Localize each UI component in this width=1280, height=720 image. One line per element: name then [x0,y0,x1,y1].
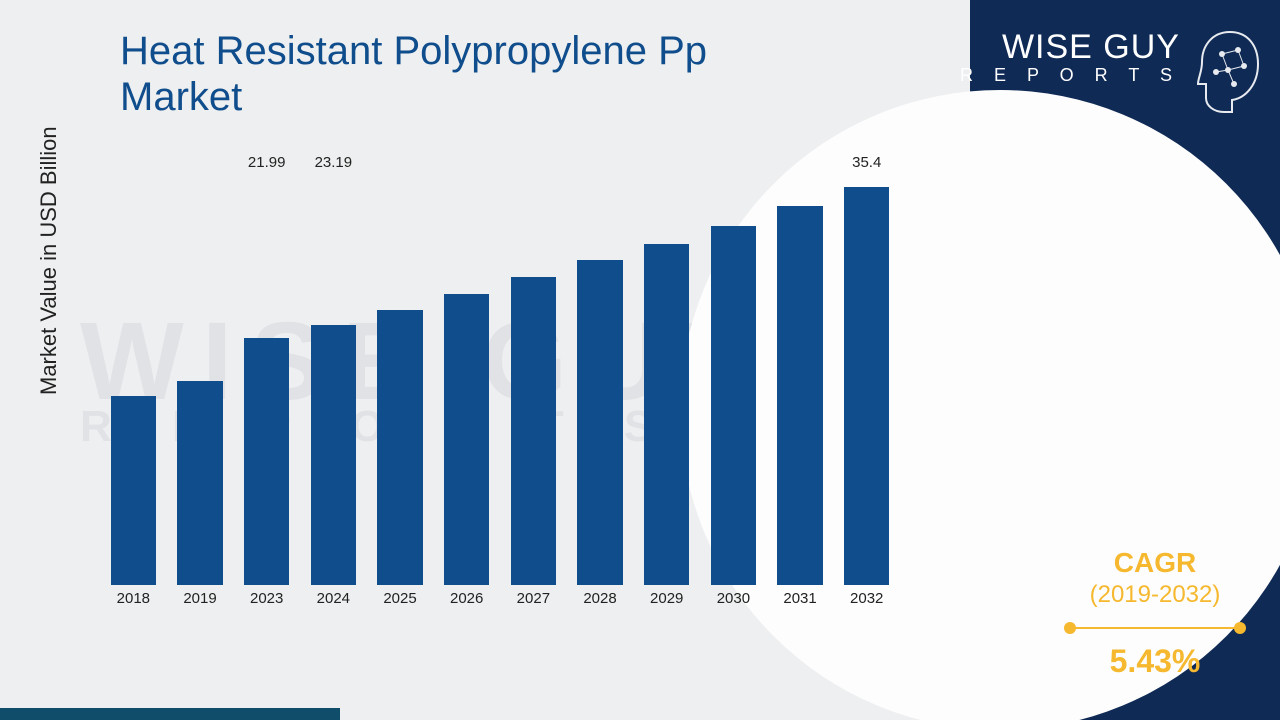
bar-data-label: 23.19 [315,154,353,171]
bar [377,310,422,585]
x-tick-label: 2032 [833,590,900,607]
bar-chart: 21.9923.19 35.4 [100,175,900,585]
bar-column [633,175,700,585]
brand-logo: WISE GUY R E P O R T S [960,28,1180,86]
bar-column [567,175,634,585]
bar-column: 21.99 [233,175,300,585]
x-tick-label: 2019 [167,590,234,607]
bar-column [767,175,834,585]
bar-column [500,175,567,585]
x-tick-label: 2027 [500,590,567,607]
x-tick-label: 2031 [767,590,834,607]
footer-accent-bar [0,708,340,720]
bar-column [167,175,234,585]
chart-title: Heat Resistant Polypropylene Pp Market [120,28,840,120]
x-tick-label: 2026 [433,590,500,607]
bar [444,294,489,585]
bar-data-label: 35.4 [852,154,881,171]
x-tick-label: 2018 [100,590,167,607]
bar [777,206,822,585]
bar-data-label: 21.99 [248,154,286,171]
x-tick-label: 2029 [633,590,700,607]
brand-line2: R E P O R T S [960,65,1180,86]
bar [644,244,689,585]
cagr-label: CAGR [1030,547,1280,579]
brand-line1: WISE GUY [960,28,1180,67]
head-icon [1194,28,1266,116]
x-tick-label: 2025 [367,590,434,607]
bar-column [433,175,500,585]
bar [844,187,889,585]
cagr-period: (2019-2032) [1030,581,1280,609]
cagr-value: 5.43% [1030,643,1280,680]
infographic-canvas: WISE GUY R E P O R T S Heat Resistant Po… [0,0,1280,720]
x-tick-label: 2023 [233,590,300,607]
bar [177,381,222,585]
bar [511,277,556,585]
cagr-box: CAGR (2019-2032) 5.43% [1030,547,1280,680]
bar [244,338,289,585]
bar [111,396,156,585]
x-tick-label: 2030 [700,590,767,607]
x-tick-label: 2028 [567,590,634,607]
bar-column [100,175,167,585]
bar-column: 23.19 [300,175,367,585]
x-tick-label: 2024 [300,590,367,607]
bar-column [367,175,434,585]
cagr-divider [1070,627,1240,629]
bar [577,260,622,585]
bar-column [700,175,767,585]
bar-column: 35.4 [833,175,900,585]
y-axis-label: Market Value in USD Billion [36,126,62,395]
bar [311,325,356,585]
x-axis-labels: 2018201920232024202520262027202820292030… [100,590,900,607]
bar [711,226,756,585]
